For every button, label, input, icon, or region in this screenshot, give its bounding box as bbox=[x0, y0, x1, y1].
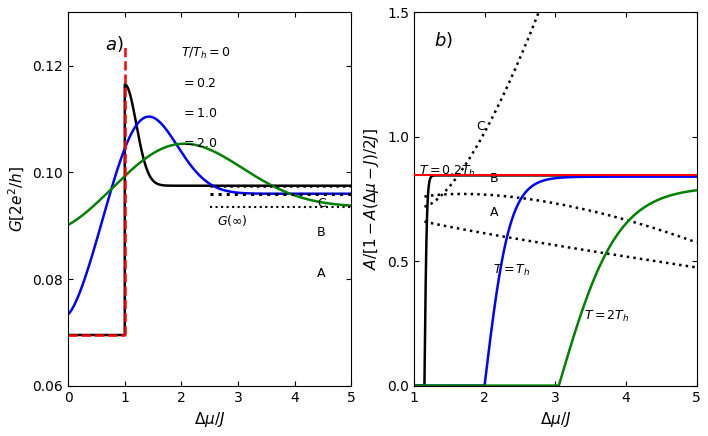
Text: $= 0.2$: $= 0.2$ bbox=[181, 77, 217, 90]
Y-axis label: $G[2e^2/h]$: $G[2e^2/h]$ bbox=[7, 166, 27, 232]
Text: $T=2T_h$: $T=2T_h$ bbox=[583, 309, 629, 324]
Text: $= 2.0$: $= 2.0$ bbox=[181, 137, 218, 150]
Text: C: C bbox=[317, 197, 326, 210]
Text: $T/T_h = 0$: $T/T_h = 0$ bbox=[181, 46, 232, 61]
Text: $T=0.2T_h$: $T=0.2T_h$ bbox=[419, 164, 476, 179]
X-axis label: $\Delta\mu/J$: $\Delta\mu/J$ bbox=[194, 410, 225, 429]
Text: $= 1.0$: $= 1.0$ bbox=[181, 107, 218, 120]
Text: A: A bbox=[490, 206, 498, 219]
Text: B: B bbox=[490, 172, 499, 185]
Text: A: A bbox=[317, 267, 326, 280]
Text: $a)$: $a)$ bbox=[105, 34, 123, 54]
X-axis label: $\Delta\mu/J$: $\Delta\mu/J$ bbox=[539, 410, 571, 429]
Text: $T=T_h$: $T=T_h$ bbox=[493, 262, 530, 278]
Text: C: C bbox=[476, 120, 485, 133]
Text: $b)$: $b)$ bbox=[433, 30, 452, 50]
Text: B: B bbox=[317, 226, 326, 239]
Y-axis label: $A/[1-A(\Delta\mu-J)/2J]$: $A/[1-A(\Delta\mu-J)/2J]$ bbox=[362, 128, 382, 270]
Text: $G(\infty)$: $G(\infty)$ bbox=[217, 213, 248, 228]
